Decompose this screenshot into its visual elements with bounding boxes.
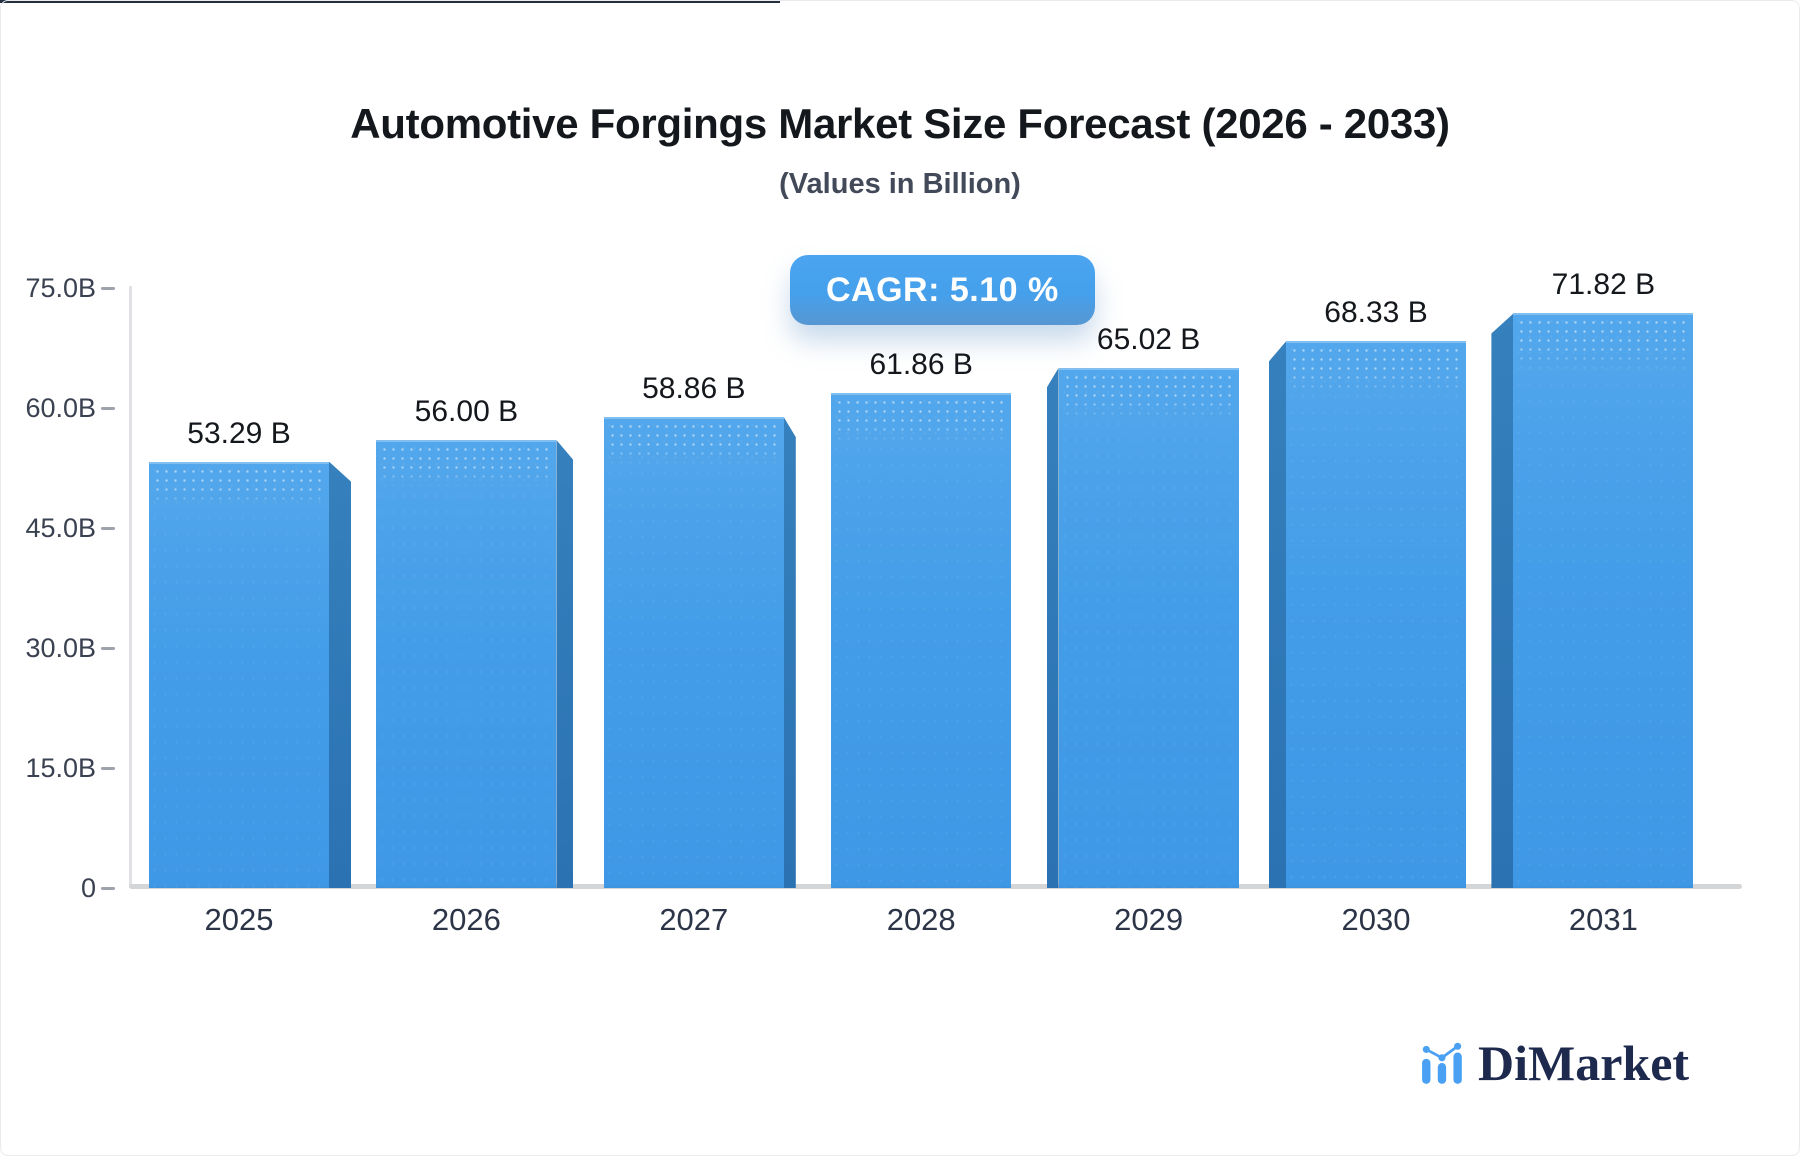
bar-2026 <box>376 440 557 888</box>
x-axis-label-2025: 2025 <box>204 902 274 937</box>
x-axis-label-2031: 2031 <box>1568 902 1638 937</box>
bar-side-2025 <box>329 461 351 888</box>
y-tick-label-30.0B: 30.0B <box>25 633 96 663</box>
bar-value-label-2026: 56.00 B <box>414 395 519 428</box>
cagr-badge: CAGR: 5.10 % <box>790 255 1095 325</box>
dimarket-logo-text: DiMarket <box>1478 1035 1690 1091</box>
dimarket-logo: DiMarket <box>1420 1038 1689 1088</box>
y-tick-mark-75.0B <box>101 286 115 290</box>
x-axis-label-2027: 2027 <box>659 902 729 937</box>
x-axis-label-2029: 2029 <box>1114 902 1184 937</box>
y-tick-label-60.0B: 60.0B <box>25 393 96 423</box>
dimarket-logo-icon <box>1422 1042 1462 1084</box>
y-tick-mark-0 <box>101 886 115 890</box>
bar-value-label-2027: 58.86 B <box>642 372 746 406</box>
y-tick-mark-30.0B <box>101 646 115 650</box>
y-tick-label-75.0B: 75.0B <box>25 273 96 303</box>
y-tick-mark-60.0B <box>101 406 115 410</box>
bar-side-2031 <box>1491 313 1514 888</box>
y-tick-label-15.0B: 15.0B <box>25 753 96 783</box>
y-tick-mark-15.0B <box>101 766 115 770</box>
y-tick-mark-45.0B <box>101 526 115 530</box>
y-tick-label-0: 0 <box>80 873 96 903</box>
bar-value-label-2031: 71.82 B <box>1551 268 1656 302</box>
bar-value-label-2025: 53.29 B <box>187 416 291 450</box>
y-axis-line <box>129 286 132 888</box>
chart-title: Automotive Forgings Market Size Forecast… <box>350 100 1450 147</box>
bar-2031 <box>1513 313 1694 888</box>
bar-2028 <box>831 393 1012 888</box>
bar-side-2027 <box>783 417 796 888</box>
bar-2029 <box>1058 367 1239 889</box>
x-axis-label-2026: 2026 <box>431 902 501 937</box>
x-axis-label-2028: 2028 <box>886 902 956 937</box>
bar-2030 <box>1286 341 1466 888</box>
bar-2025 <box>149 461 329 889</box>
bar-value-label-2030: 68.33 B <box>1324 296 1428 330</box>
bar-2027 <box>603 417 784 888</box>
bar-side-2029 <box>1046 367 1059 888</box>
bar-value-label-2028: 61.86 B <box>869 348 973 382</box>
bar-value-label-2029: 65.02 B <box>1096 322 1201 356</box>
y-tick-label-45.0B: 45.0B <box>25 513 96 543</box>
bar-side-2030 <box>1269 341 1286 888</box>
x-axis-label-2030: 2030 <box>1341 902 1411 937</box>
bar-side-2026 <box>556 440 574 888</box>
chart-subtitle: (Values in Billion) <box>779 168 1021 200</box>
top-accent-line <box>0 0 780 3</box>
